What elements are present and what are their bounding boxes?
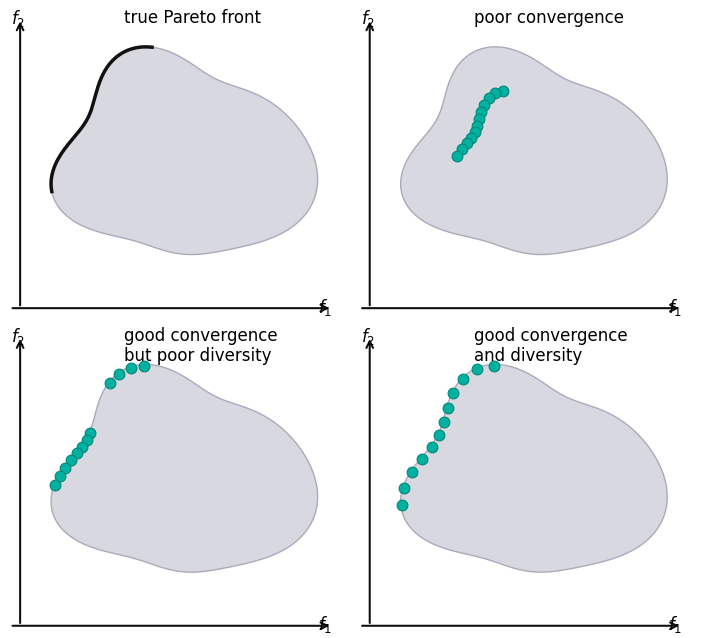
Point [475,107,486,117]
Point [81,435,92,445]
Point [498,85,509,96]
Point [397,500,408,510]
Point [406,467,417,477]
Text: $f_1$: $f_1$ [668,297,682,318]
Text: $f_1$: $f_1$ [318,297,333,318]
Point [484,93,495,103]
Text: $f_2$: $f_2$ [11,8,25,29]
Text: $f_2$: $f_2$ [361,8,375,29]
Text: poor convergence: poor convergence [474,9,624,27]
Point [462,138,473,149]
Polygon shape [51,47,317,255]
Point [59,463,70,473]
Point [125,363,136,373]
Point [71,448,82,458]
Point [471,364,482,375]
Text: good convergence
but poor diversity: good convergence but poor diversity [124,327,278,366]
Text: $f_2$: $f_2$ [361,325,375,346]
Point [457,374,468,384]
Text: good convergence
and diversity: good convergence and diversity [474,327,628,366]
Text: $f_1$: $f_1$ [668,614,682,635]
Point [457,144,468,154]
Point [113,369,124,380]
Polygon shape [51,364,317,572]
Point [471,121,482,131]
Text: true Pareto front: true Pareto front [124,9,261,27]
Point [84,428,95,438]
Point [50,480,61,491]
Point [469,127,480,137]
Point [54,471,65,481]
Point [473,114,484,124]
Polygon shape [401,364,667,572]
Point [448,388,459,398]
Point [490,88,501,98]
Point [65,455,77,465]
Point [442,403,453,413]
Point [77,441,88,452]
Text: $f_2$: $f_2$ [11,325,25,346]
Point [104,378,115,389]
Point [426,441,437,452]
Point [479,100,490,110]
Polygon shape [401,47,667,255]
Text: $f_1$: $f_1$ [318,614,333,635]
Point [433,430,444,440]
Point [438,417,449,427]
Point [416,454,428,464]
Point [466,133,477,143]
Point [488,360,499,371]
Point [452,151,463,161]
Point [399,483,410,493]
Point [138,360,150,371]
